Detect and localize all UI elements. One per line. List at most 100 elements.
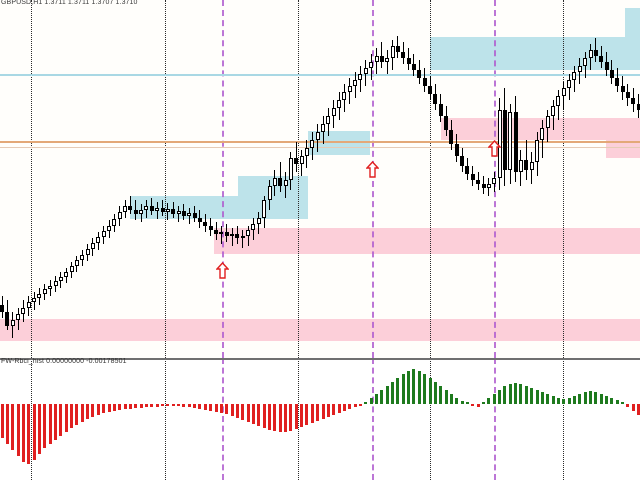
candle-body [535,140,539,162]
histogram-bar [514,383,518,404]
candlestick [433,0,438,358]
histogram-bar [503,386,507,404]
buy-arrow-3 [488,140,501,157]
candle-body [192,213,197,218]
candle-wick [188,208,190,224]
candlestick [26,0,31,358]
candlestick [176,0,181,358]
candle-body [395,46,400,52]
resistance-line [0,74,640,76]
candle-wick [381,42,383,68]
candle-body [577,66,582,72]
demand-zone-1 [0,319,640,341]
candlestick [278,0,283,358]
histogram-bar [139,404,143,408]
candle-body [508,112,513,170]
histogram-bar [284,404,287,432]
candle-body [631,98,636,104]
candle-body [155,208,160,211]
histogram-bar [80,404,84,422]
candle-body [337,100,341,108]
histogram-bar [214,404,218,412]
candlestick [262,0,267,358]
histogram-bar [460,401,464,404]
histogram-bar [524,386,528,404]
support-line-1 [0,141,640,143]
candlestick [342,0,347,358]
candle-body [283,180,288,186]
candle-body [385,58,390,62]
histogram-bar [369,398,373,404]
candlestick [492,0,497,358]
histogram-bar [444,390,448,404]
candlestick [497,0,502,358]
candlestick [181,0,186,358]
candlestick [74,0,79,358]
histogram-bar [348,404,352,409]
histogram-bar [102,404,106,413]
histogram-bar [118,404,122,410]
candle-body [567,80,572,88]
candle-body [615,78,620,86]
candle-body [69,266,74,272]
histogram-bar [556,398,560,404]
histogram-bar [364,402,368,404]
histogram-bar [91,404,95,417]
candlestick [321,0,325,358]
candle-body [85,249,90,255]
candle-body [139,210,144,214]
candlestick [460,0,465,358]
histogram-bar [107,404,111,412]
histogram-bar [305,404,309,425]
price-chart-panel[interactable]: GBPUSD,H1 1.3711 1.3711 1.3707 1.3710 [0,0,640,358]
candle-body [208,226,213,230]
candle-body [417,70,422,78]
candlestick [10,0,15,358]
candlestick [444,0,448,358]
histogram-bar [70,404,73,428]
grid-line-4 [372,0,375,358]
candlestick [53,0,58,358]
candlestick [208,0,213,358]
candle-body [197,218,202,222]
candle-body [353,80,358,86]
candlestick [165,0,170,358]
candlestick [465,0,470,358]
histogram-bar [540,392,544,404]
candlestick [529,0,534,358]
histogram-bar [482,402,485,404]
histogram-bar [310,404,314,423]
candle-wick [178,206,179,222]
candlestick [203,0,208,358]
candle-body [524,160,529,170]
candlestick [128,0,133,358]
candle-body [160,208,165,212]
histogram-bar [428,378,432,404]
candlestick [369,0,374,358]
candlestick [609,0,614,358]
histogram-bar [337,404,341,413]
candlestick [476,0,481,358]
histogram-bar [391,382,394,404]
candle-body [288,158,293,180]
candle-body [235,234,240,238]
candle-body [401,52,406,58]
supply-zone-4 [430,37,625,70]
grid-line-5 [430,358,432,480]
histogram-bar [605,396,608,404]
histogram-bar [278,404,282,432]
candle-body [187,213,192,216]
histogram-bar [198,404,202,409]
candle-body [358,74,363,80]
candle-body [583,58,588,66]
candlestick [107,0,111,358]
candlestick [390,0,395,358]
candle-body [5,312,10,326]
candle-body [133,210,138,214]
candle-body [299,156,304,164]
candle-body [572,72,577,80]
candlestick [267,0,272,358]
indicator-panel[interactable]: FW-Rbci_hist 0.00000000 -0.00178501 [0,358,640,480]
histogram-bar [182,404,186,407]
candlestick [288,0,293,358]
